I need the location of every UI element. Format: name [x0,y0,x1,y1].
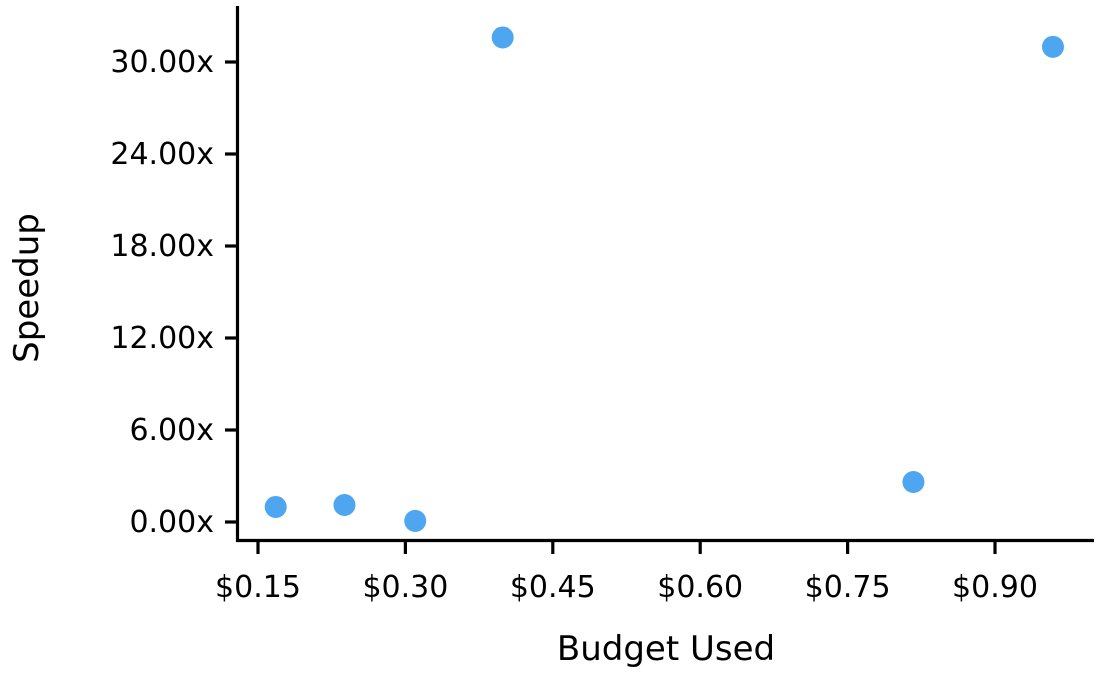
y-tick-label: 18.00x [110,229,214,264]
data-point [902,470,925,493]
y-axis-tick-labels: 0.00x 6.00x 12.00x 18.00x 24.00x 30.00x [110,45,214,540]
data-point [1041,35,1064,58]
y-tick-label: 6.00x [129,413,214,448]
y-axis-title: Speedup [7,213,47,363]
x-tick-label: $0.30 [362,570,448,605]
x-axis-ticks [256,542,997,554]
x-tick-label: $0.15 [215,570,301,605]
y-tick-label: 24.00x [110,137,214,172]
x-axis-title: Budget Used [557,629,775,669]
axis-spines [235,6,1094,543]
y-tick-label: 0.00x [129,505,214,540]
data-point-series [264,26,1064,532]
data-point [491,26,514,49]
x-axis-tick-labels: $0.15 $0.30 $0.45 $0.60 $0.75 $0.90 [215,570,1038,605]
x-tick-label: $0.60 [657,570,743,605]
x-tick-label: $0.90 [952,570,1038,605]
y-tick-label: 30.00x [110,45,214,80]
data-point [264,495,287,518]
data-point [333,493,356,516]
y-tick-label: 12.00x [110,321,214,356]
data-point [404,509,427,532]
x-tick-label: $0.75 [805,570,891,605]
y-axis-ticks [225,60,237,524]
x-tick-label: $0.45 [510,570,596,605]
